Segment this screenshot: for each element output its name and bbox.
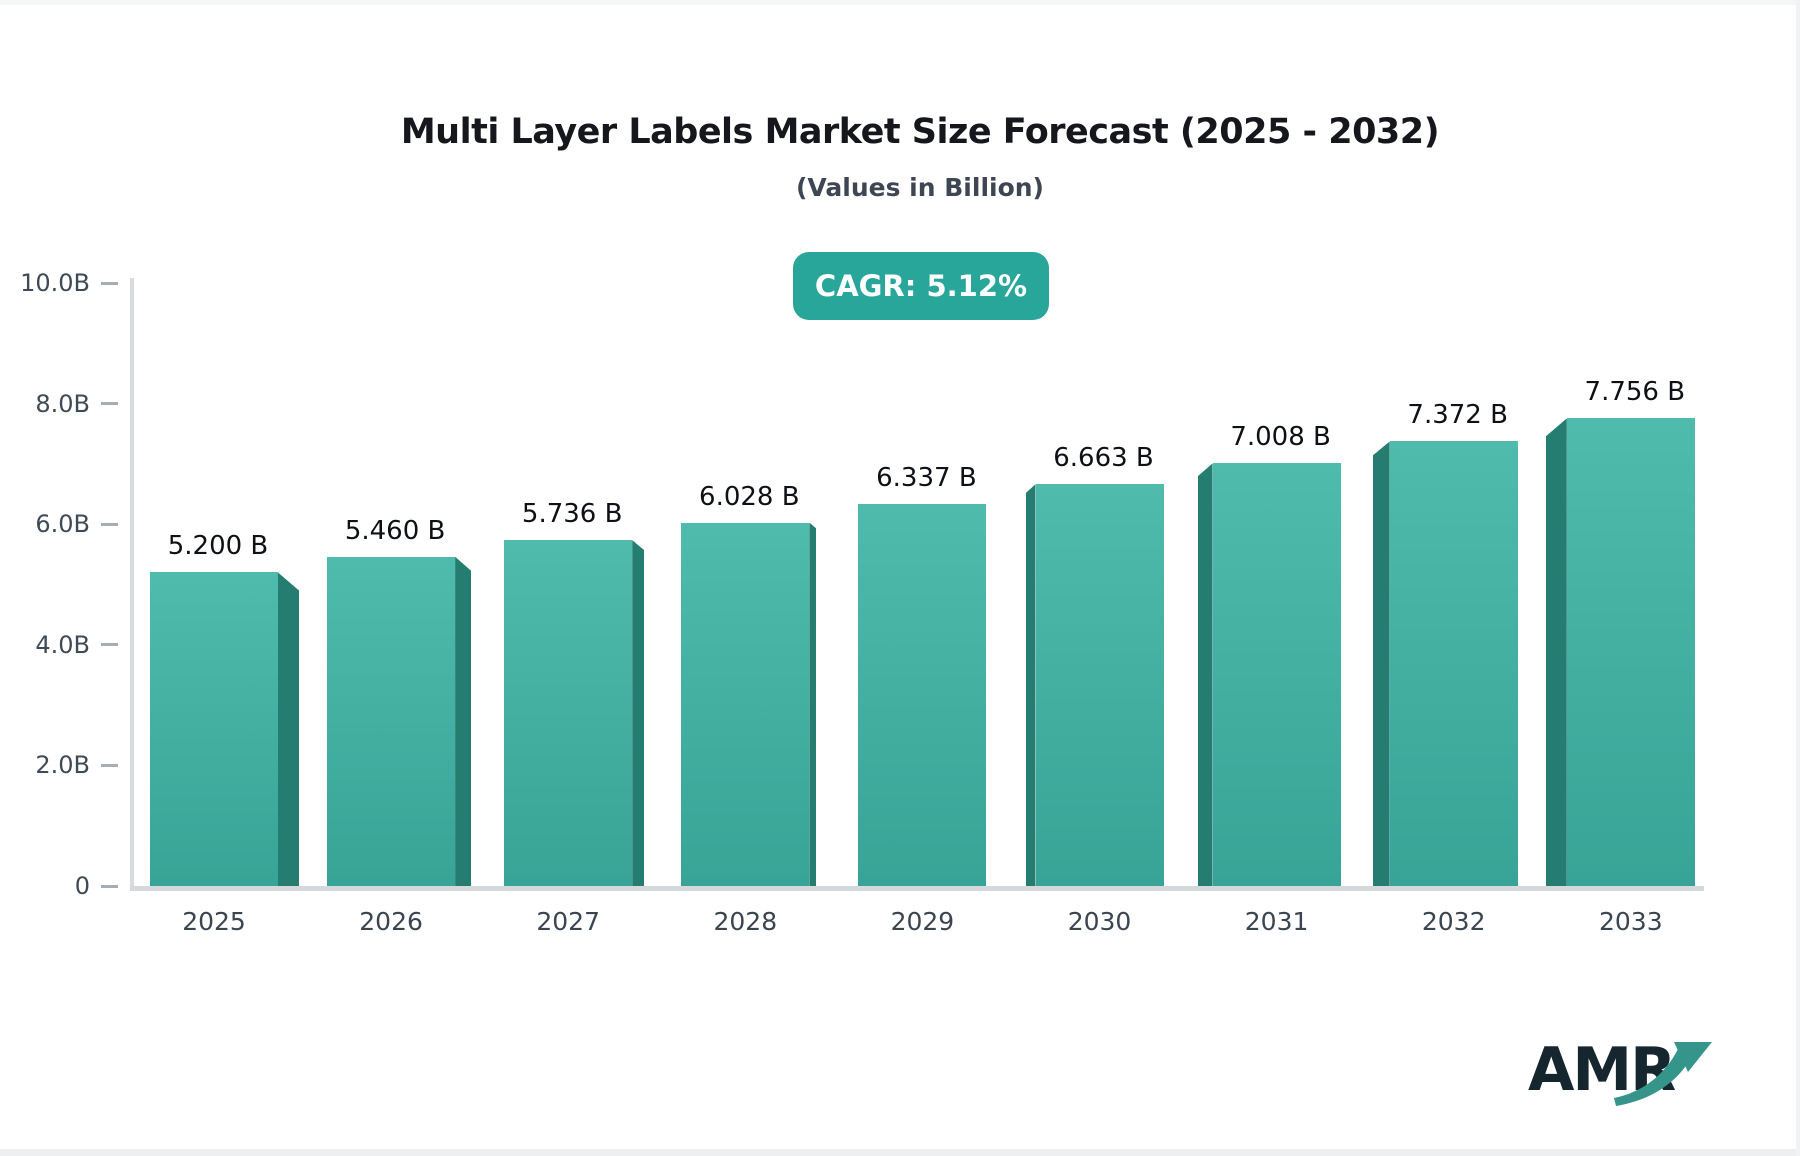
y-tick-label: 8.0B <box>35 389 90 418</box>
bar-face <box>1566 418 1695 886</box>
amr-logo: AMR <box>1528 1030 1728 1120</box>
x-axis <box>130 886 1704 891</box>
y-tick-dash <box>101 522 118 526</box>
bar-face <box>1389 441 1518 886</box>
page-edge-bottom <box>0 1149 1800 1156</box>
bar-face <box>327 556 456 886</box>
bar-side <box>455 556 472 886</box>
bar-side <box>1372 441 1390 886</box>
bar-value-label: 6.028 B <box>699 481 800 512</box>
page-edge-top <box>0 0 1800 5</box>
cagr-badge: CAGR: 5.12% <box>793 252 1049 320</box>
x-tick-label: 2029 <box>890 907 955 936</box>
bar-value-label: 5.200 B <box>167 531 269 562</box>
bar-value-label: 6.337 B <box>876 462 977 493</box>
y-tick-dash <box>101 402 118 406</box>
y-tick-dash <box>101 281 118 285</box>
x-tick-label: 2031 <box>1244 907 1309 936</box>
x-tick-label: 2030 <box>1067 907 1132 936</box>
x-tick-label: 2025 <box>182 907 246 936</box>
bar-value-label: 5.460 B <box>344 515 446 546</box>
bar-face <box>1212 463 1341 886</box>
bar-value-label: 7.008 B <box>1230 422 1331 453</box>
bar-face <box>858 503 987 886</box>
bar-side <box>1025 484 1036 886</box>
bar-face <box>1035 484 1164 886</box>
y-tick-label: 10.0B <box>20 269 90 297</box>
bar-value-label: 5.736 B <box>521 499 623 530</box>
bar-side <box>632 540 645 886</box>
x-tick-label: 2032 <box>1421 907 1486 936</box>
growth-arrow-swoosh <box>1614 1049 1692 1106</box>
bar-side <box>1545 418 1567 886</box>
x-tick-label: 2026 <box>359 907 423 936</box>
y-tick-label: 6.0B <box>35 510 90 539</box>
y-tick-label: 2.0B <box>35 751 90 780</box>
x-tick-label: 2027 <box>536 907 600 936</box>
chart-title: Multi Layer Labels Market Size Forecast … <box>400 112 1440 152</box>
bar-value-label: 7.372 B <box>1407 400 1508 431</box>
x-tick-label: 2028 <box>713 907 778 936</box>
bar-face <box>504 540 633 886</box>
bar-face <box>150 572 278 886</box>
bar-face <box>681 522 810 886</box>
x-tick-label: 2033 <box>1598 907 1663 936</box>
bar-side <box>278 572 299 886</box>
chart-subtitle: (Values in Billion) <box>796 173 1044 202</box>
y-tick-dash <box>101 643 118 647</box>
y-tick-dash <box>101 763 118 767</box>
bar-value-label: 7.756 B <box>1584 377 1686 408</box>
y-tick-label: 4.0B <box>35 630 90 659</box>
bar-side <box>809 522 817 886</box>
bar-side <box>1197 463 1213 886</box>
bar-value-label: 6.663 B <box>1053 443 1154 474</box>
growth-arrow-icon <box>1614 1042 1712 1106</box>
page-edge-right <box>1796 0 1800 1156</box>
y-tick-label: 0 <box>74 872 90 900</box>
y-tick-dash <box>101 884 118 888</box>
growth-arrow-head <box>1674 1042 1712 1072</box>
y-axis <box>130 278 134 888</box>
